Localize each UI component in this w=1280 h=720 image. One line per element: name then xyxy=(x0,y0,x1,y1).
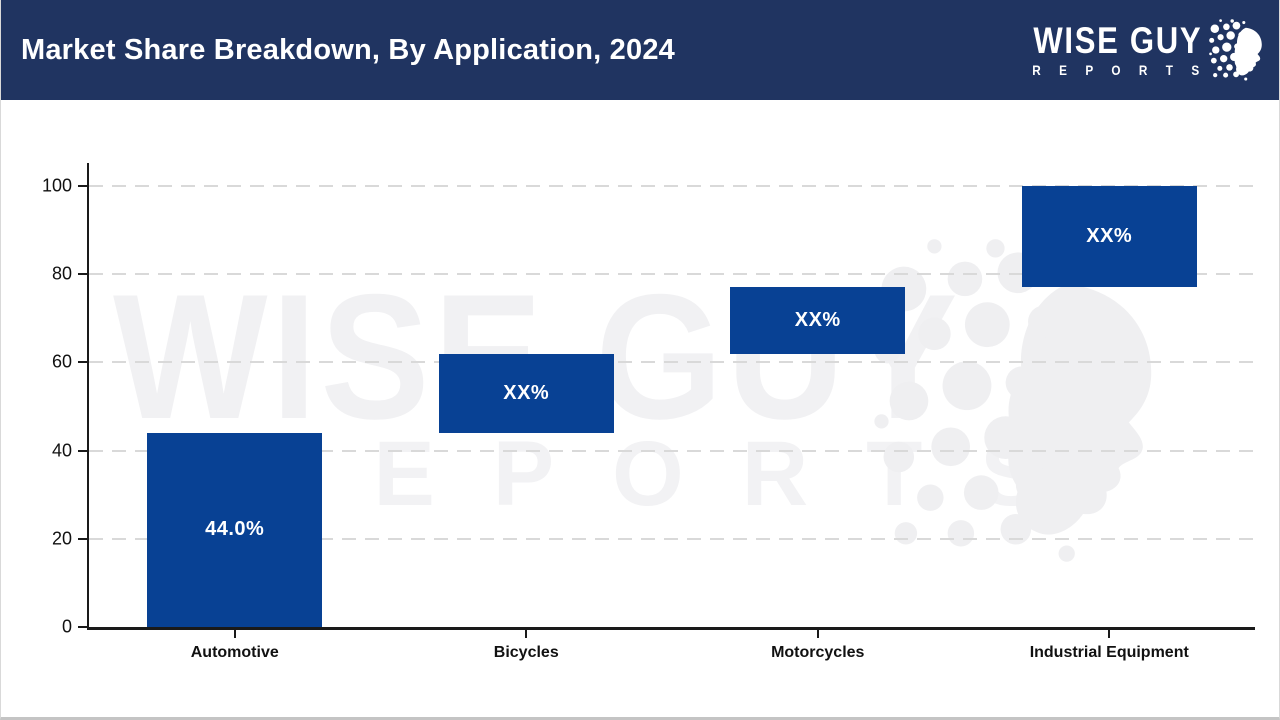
x-category-label: Automotive xyxy=(190,644,279,661)
bar-value-label: 44.0% xyxy=(205,518,265,541)
bar-value-label: XX% xyxy=(503,381,550,404)
x-axis-line xyxy=(87,627,1255,630)
plot-area: 0 20 40 60 80 100 44.0% Automotive XX% Bicycles XX… xyxy=(42,163,1255,661)
bar: 44.0% xyxy=(147,432,323,627)
y-tick-mark xyxy=(78,449,87,452)
y-tick-label: 60 xyxy=(51,351,72,372)
y-tick-mark xyxy=(78,361,87,364)
wise-guy-logo: WISE GUY R E P O R T S xyxy=(995,11,1280,89)
gridline xyxy=(89,361,1255,364)
x-category-label: Bicycles xyxy=(493,644,559,661)
y-tick-label: 20 xyxy=(51,528,72,549)
y-tick-label: 100 xyxy=(41,175,72,196)
y-tick-mark xyxy=(78,626,87,628)
wise-guy-head-icon xyxy=(1209,11,1267,89)
logo-subtitle: R E P O R T S xyxy=(1032,62,1207,78)
y-tick-mark xyxy=(78,273,87,276)
x-tick-mark xyxy=(816,630,819,638)
y-tick-label: 0 xyxy=(61,616,72,637)
x-tick-mark xyxy=(233,630,236,638)
y-tick-mark xyxy=(78,537,87,540)
x-tick-mark xyxy=(525,630,528,638)
x-category-label: Motorcycles xyxy=(771,644,865,661)
gridline xyxy=(89,449,1255,452)
bar-value-label: XX% xyxy=(794,309,841,332)
bar: XX% xyxy=(730,287,906,354)
gridline xyxy=(89,185,1255,187)
x-tick-mark xyxy=(1108,630,1111,638)
y-axis-line xyxy=(87,163,89,627)
y-tick-label: 40 xyxy=(51,440,72,461)
header-bar: Market Share Breakdown, By Application, … xyxy=(1,0,1280,100)
gridline xyxy=(89,537,1255,540)
gridline xyxy=(89,273,1255,276)
logo-text: WISE GUY R E P O R T S xyxy=(1029,22,1207,78)
page-title: Market Share Breakdown, By Application, … xyxy=(21,33,675,66)
y-tick-label: 80 xyxy=(51,263,72,284)
bar-value-label: XX% xyxy=(1086,225,1133,248)
y-tick-mark xyxy=(78,185,87,187)
logo-wordmark: WISE GUY xyxy=(1033,20,1203,61)
bar: XX% xyxy=(438,353,614,433)
bar: XX% xyxy=(1021,186,1197,288)
x-category-label: Industrial Equipment xyxy=(1029,644,1189,661)
